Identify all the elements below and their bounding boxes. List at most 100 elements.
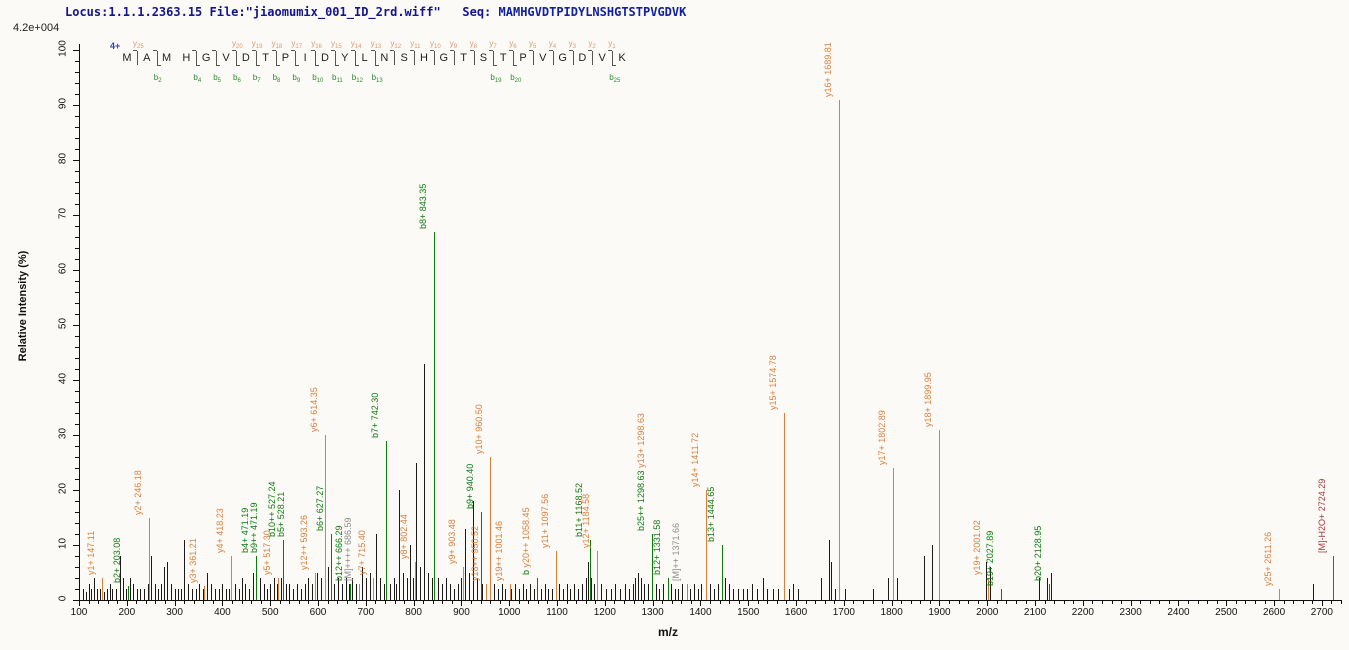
ion-annotation: y11+ 1097.56 <box>539 493 550 548</box>
background-peak <box>274 578 276 600</box>
residue-letter: P <box>281 52 290 64</box>
y-tick <box>75 567 79 568</box>
annotated-peak <box>686 583 688 600</box>
y-tick <box>73 435 79 436</box>
annotated-peak <box>148 517 150 600</box>
background-peak <box>605 589 607 600</box>
ion-annotation: y1+ 147.11 <box>85 530 96 575</box>
annotated-peak <box>231 556 233 600</box>
peak-label-text: b y20++ 1058.45 <box>521 507 532 575</box>
annotated-peak <box>283 539 285 600</box>
x-tick-label: 1600 <box>784 607 808 618</box>
y-ion-ladder-label: y18 <box>271 39 283 50</box>
residue-letter: I <box>303 52 307 64</box>
ion-annotation: b <box>521 569 532 575</box>
background-peak <box>828 539 830 600</box>
background-peak <box>701 583 703 600</box>
x-tick <box>853 600 855 604</box>
background-peak <box>476 578 478 600</box>
background-peak <box>465 528 467 600</box>
ion-annotation: b6+ 627.27 <box>315 485 326 531</box>
peak-label-text: y18+ 1899.95 <box>923 372 933 427</box>
separator-foot <box>548 50 553 51</box>
background-peak <box>449 583 451 600</box>
background-peak <box>1050 572 1052 600</box>
annotated-peak <box>256 556 258 600</box>
separator-foot <box>311 50 316 51</box>
peak-label-text: y7+ 715.40 <box>357 530 367 575</box>
background-peak <box>100 589 102 600</box>
background-peak <box>222 583 224 600</box>
y-ion-ladder-label: y11 <box>410 39 421 50</box>
annotated-peak <box>509 583 511 600</box>
background-peak <box>482 583 484 600</box>
peak-label-text: y11+ 1097.56 <box>539 493 550 548</box>
separator-foot <box>196 65 201 66</box>
plot-area: 100 200 300 400 500 600 700 800 900 1000 1100 1200 1… <box>71 0 1342 618</box>
x-tick <box>1188 600 1190 604</box>
background-peak <box>518 589 520 600</box>
background-peak <box>94 578 96 600</box>
background-peak <box>203 589 205 600</box>
x-tick <box>289 600 291 604</box>
background-peak <box>106 589 108 600</box>
x-tick <box>79 600 80 606</box>
x-tick <box>375 600 377 604</box>
fragmentation-separator <box>533 51 534 65</box>
residue-letter: H <box>420 52 428 64</box>
background-peak <box>383 583 385 600</box>
background-peak <box>566 583 568 600</box>
separator-foot <box>251 50 256 51</box>
ion-annotation: b12+ 1331.58 <box>651 519 662 575</box>
peak-label-text: y6+ 614.35 <box>309 387 319 432</box>
y-tick-label: 30 <box>57 427 69 440</box>
background-peak <box>591 578 593 600</box>
peak-label-text: b6+ 627.27 <box>315 485 326 531</box>
x-tick <box>165 600 167 604</box>
background-peak <box>170 583 172 600</box>
background-peak <box>501 583 503 600</box>
peak-label-text: y8+ 802.44 <box>399 514 409 559</box>
x-tick <box>595 600 597 604</box>
background-peak <box>777 589 779 600</box>
background-peak <box>393 578 395 600</box>
x-tick-label: 2300 <box>1119 607 1142 618</box>
background-peak <box>873 589 875 600</box>
y-axis-title: Relative Intensity (%) <box>17 250 29 362</box>
background-peak <box>133 583 135 600</box>
separator-foot <box>513 65 518 66</box>
ion-annotation: b8+ 843.35 <box>418 183 429 229</box>
x-tick <box>614 600 616 604</box>
x-tick-label: 1300 <box>641 607 664 618</box>
x-tick <box>1035 600 1037 606</box>
background-peak <box>424 363 426 600</box>
y-tick <box>75 204 79 205</box>
background-peak <box>442 583 444 600</box>
x-tick-label: 800 <box>405 607 422 618</box>
fragmentation-separator <box>473 51 475 65</box>
ion-annotation: y10+ 960.50 <box>474 404 485 454</box>
y-tick <box>75 501 79 502</box>
background-peak <box>924 556 926 600</box>
background-peak <box>469 572 471 600</box>
x-tick <box>1082 600 1084 606</box>
peak-label-text: y4+ 418.23 <box>215 508 225 553</box>
x-tick-label: 2400 <box>1167 607 1190 618</box>
background-peak <box>241 578 243 600</box>
background-peak <box>255 583 257 600</box>
separator-foot <box>529 50 533 51</box>
y-tick <box>75 512 79 513</box>
background-peak <box>91 589 93 600</box>
y-tick <box>75 347 79 348</box>
y-ion-ladder-label: y8 <box>469 39 477 50</box>
annotated-peak <box>838 99 840 600</box>
x-tick <box>1312 600 1314 604</box>
background-peak <box>473 501 475 600</box>
sequence-value: MAMHGVDTPIDYLNSHGTSTPVGDVK <box>498 5 687 19</box>
annotated-peak <box>555 550 557 600</box>
x-tick <box>1341 600 1342 604</box>
y-ion-ladder-label: y20 <box>232 39 243 50</box>
separator-foot <box>354 65 359 66</box>
y-tick <box>75 171 79 172</box>
background-peak <box>578 589 580 600</box>
